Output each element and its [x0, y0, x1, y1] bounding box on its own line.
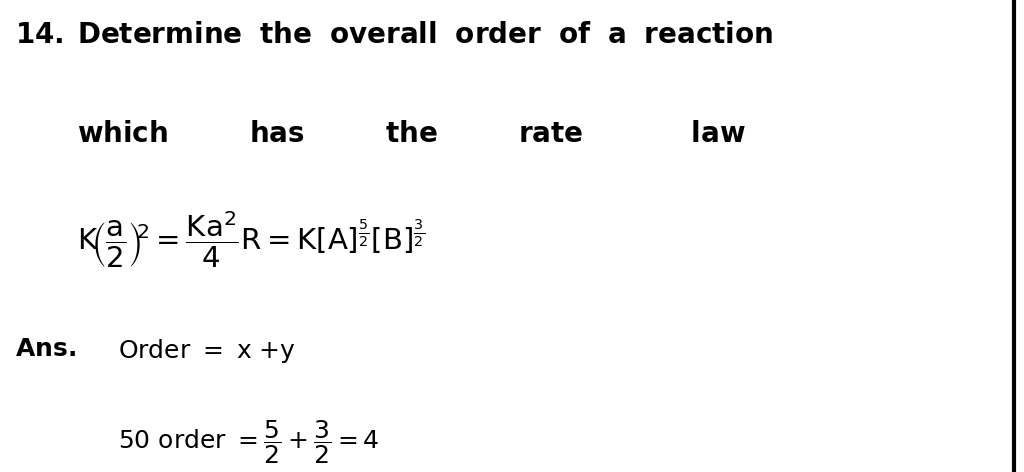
- Text: $\mathbf{Determine\ \ the\ \ overall\ \ order\ \ of\ \ a\ \ reaction}$: $\mathbf{Determine\ \ the\ \ overall\ \ …: [77, 21, 773, 49]
- Text: $\mathrm{K}\!\left(\dfrac{\mathrm{a}}{2}\right)^{\!\!2}=\dfrac{\mathrm{Ka}^{2}}{: $\mathrm{K}\!\left(\dfrac{\mathrm{a}}{2}…: [77, 210, 425, 270]
- Text: $\mathbf{which \qquad\quad has \qquad\quad the \qquad\quad rate \qquad\quad\quad: $\mathbf{which \qquad\quad has \qquad\qu…: [77, 120, 745, 148]
- Text: 50 order $= \dfrac{5}{2}+\dfrac{3}{2}=4$: 50 order $= \dfrac{5}{2}+\dfrac{3}{2}=4$: [118, 418, 379, 465]
- Text: $\mathbf{14.}$: $\mathbf{14.}$: [15, 21, 63, 49]
- Text: Order $=$ x $+$y: Order $=$ x $+$y: [118, 337, 296, 365]
- Text: $\mathbf{Ans.}$: $\mathbf{Ans.}$: [15, 337, 76, 362]
